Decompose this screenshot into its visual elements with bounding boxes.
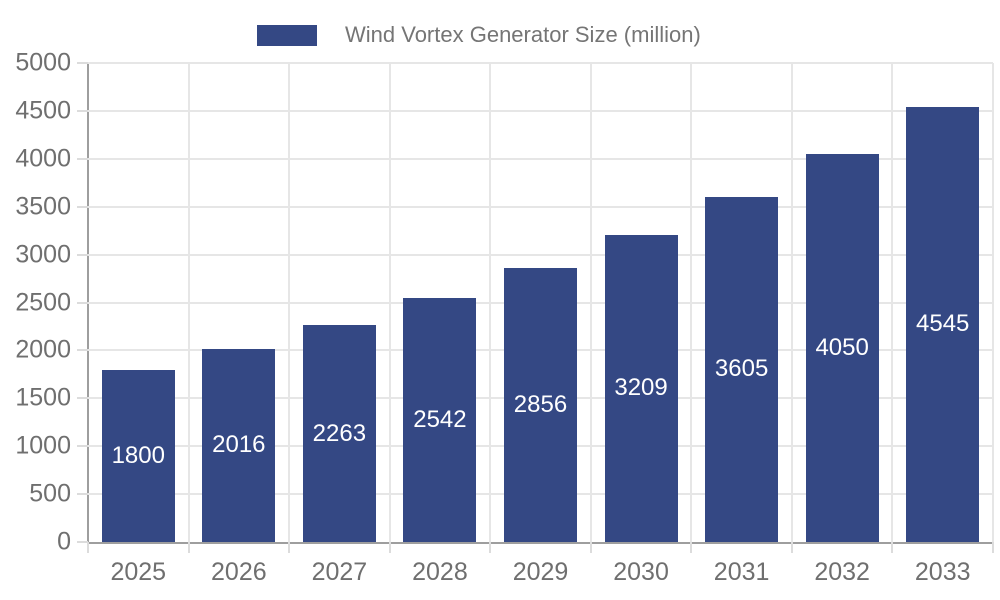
legend-swatch-icon xyxy=(257,24,317,46)
bar-value-label: 2856 xyxy=(513,391,568,419)
y-axis-tick-label: 1500 xyxy=(15,383,71,412)
y-axis-tick xyxy=(77,493,88,496)
v-gridline xyxy=(690,63,693,542)
y-axis-tick-label: 0 xyxy=(57,527,71,556)
y-axis-tick-label: 2000 xyxy=(15,335,71,364)
bar: 2263 xyxy=(302,325,376,542)
v-gridline xyxy=(790,63,793,542)
v-gridline xyxy=(589,63,592,542)
bar: 4545 xyxy=(906,106,980,542)
bar: 1800 xyxy=(101,369,175,542)
y-axis-tick xyxy=(77,109,88,112)
y-axis-tick-label: 3500 xyxy=(15,192,71,221)
bar: 2856 xyxy=(504,268,577,542)
bar-value-label: 2263 xyxy=(312,419,367,447)
v-gridline xyxy=(489,63,492,542)
bar-value-label: 2016 xyxy=(212,431,266,459)
bar: 4050 xyxy=(805,154,879,542)
y-axis-tick-label: 5000 xyxy=(15,48,71,77)
bar: 2542 xyxy=(403,298,477,542)
y-axis-tick xyxy=(77,445,88,448)
bar: 3209 xyxy=(604,234,678,542)
chart-legend: Wind Vortex Generator Size (million) xyxy=(257,24,701,46)
x-axis-tick xyxy=(87,542,89,553)
x-axis-tick xyxy=(690,542,693,553)
v-gridline xyxy=(388,63,391,542)
x-axis-tick xyxy=(187,542,190,553)
v-gridline xyxy=(992,63,994,542)
v-gridline xyxy=(288,63,291,542)
bar-value-label: 4545 xyxy=(916,310,970,338)
y-axis-tick xyxy=(77,62,88,64)
x-axis-tick xyxy=(489,542,492,553)
y-axis-tick-label: 500 xyxy=(29,479,71,508)
bar: 2016 xyxy=(202,348,276,542)
legend-label: Wind Vortex Generator Size (million) xyxy=(345,22,701,47)
bar-value-label: 1800 xyxy=(111,441,165,469)
h-gridline xyxy=(88,205,993,208)
x-axis-tick-label: 2029 xyxy=(512,558,569,586)
x-axis-tick-label: 2028 xyxy=(412,558,468,586)
bar-value-label: 2542 xyxy=(413,406,467,434)
bar-value-label: 3209 xyxy=(614,374,668,402)
y-axis-tick-label: 3000 xyxy=(15,240,71,269)
y-axis-line xyxy=(87,63,89,544)
y-axis-tick xyxy=(77,541,88,543)
y-axis-tick-label: 4000 xyxy=(15,144,71,173)
v-gridline xyxy=(187,63,190,542)
v-gridline xyxy=(891,63,894,542)
x-axis-line xyxy=(87,542,994,544)
plot-area: 0 500 1000 1500 2000 2500 3000 3500 4000 4500 5000… xyxy=(15,50,994,585)
bar-value-label: 3605 xyxy=(714,355,769,383)
y-axis-tick xyxy=(77,349,88,352)
y-axis-tick-label: 2500 xyxy=(15,288,71,316)
x-axis-tick-label: 2032 xyxy=(814,558,870,586)
x-axis-tick-label: 2025 xyxy=(110,558,167,586)
x-axis-tick xyxy=(891,542,894,553)
y-axis-tick xyxy=(77,157,88,160)
x-axis-tick-label: 2027 xyxy=(311,558,368,586)
bar-value-label: 4050 xyxy=(815,334,869,361)
x-axis-tick xyxy=(288,542,291,553)
h-gridline xyxy=(88,157,993,160)
y-axis-tick xyxy=(77,253,88,256)
y-axis-tick-label: 1000 xyxy=(15,431,71,460)
h-gridline xyxy=(88,253,993,256)
y-axis-tick xyxy=(77,397,88,400)
y-axis-tick xyxy=(77,301,88,304)
x-axis-tick xyxy=(388,542,391,553)
h-gridline xyxy=(88,62,993,64)
y-axis-tick xyxy=(77,205,88,208)
x-axis-tick-label: 2031 xyxy=(713,558,770,586)
x-axis-tick xyxy=(589,542,592,553)
bar: 3605 xyxy=(705,196,779,542)
y-axis-tick-label: 4500 xyxy=(15,96,71,125)
h-gridline xyxy=(88,109,993,112)
x-axis-tick-label: 2030 xyxy=(613,558,669,586)
x-axis-tick-label: 2026 xyxy=(211,558,267,586)
x-axis-tick xyxy=(790,542,793,553)
x-axis-tick xyxy=(992,542,994,553)
x-axis-tick-label: 2033 xyxy=(914,558,971,586)
